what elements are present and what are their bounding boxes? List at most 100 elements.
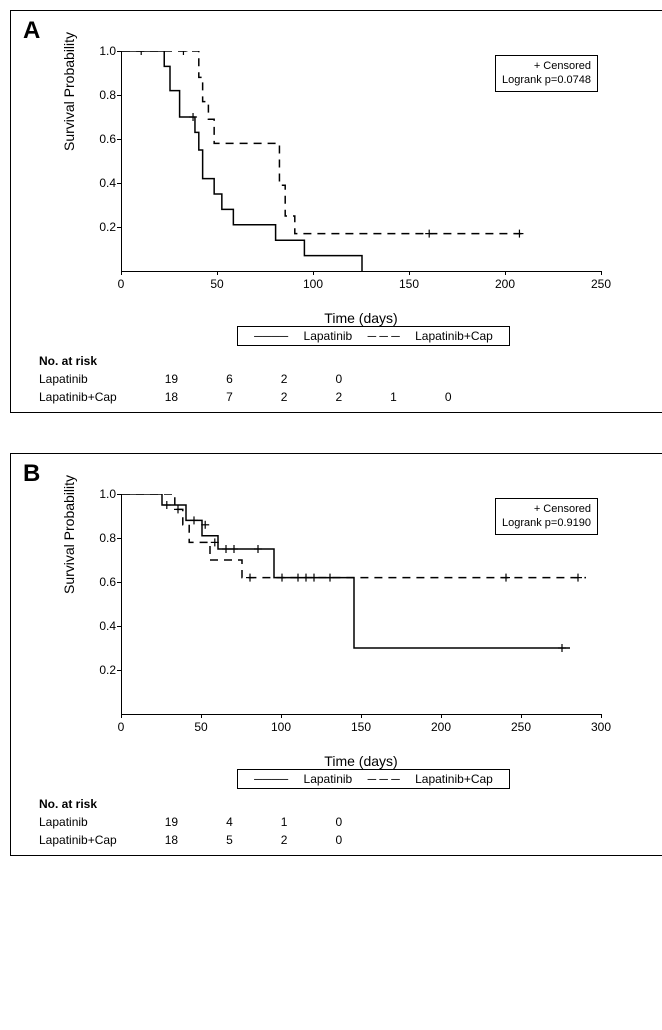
solid-series-label: Lapatinib [304,329,353,343]
plot-box-a: + Censored Logrank p=0.0748 [121,51,602,272]
x-tick-label: 0 [118,277,125,291]
censor-mark-icon [222,545,230,553]
dash-curve [122,51,525,234]
x-axis-label-b: Time (days) [121,753,601,769]
y-tick-label: 0.4 [91,176,116,190]
risk-cell: 18 [125,389,184,405]
x-tick-label: 50 [194,720,207,734]
censor-mark-icon [163,501,171,509]
panel-a: A Survival Probability + Censored Logran… [10,10,662,413]
risk-row-label: Lapatinib [33,814,123,830]
y-axis-label-a: Survival Probability [61,32,77,151]
censor-mark-icon [190,516,198,524]
censor-mark-icon [230,545,238,553]
dash-series-label-b: Lapatinib+Cap [415,772,493,786]
risk-cell [405,371,458,387]
censor-mark-icon [502,574,510,582]
x-tick-label: 250 [591,277,611,291]
x-tick-label: 0 [118,720,125,734]
stats-legend-a: + Censored Logrank p=0.0748 [495,55,598,92]
risk-row-label: Lapatinib [33,371,123,387]
risk-cell: 19 [125,814,184,830]
censor-mark-icon [189,113,197,121]
risk-cell: 2 [295,389,348,405]
risk-table-a: No. at risk Lapatinib19620Lapatinib+Cap1… [31,351,460,407]
risk-header-label: No. at risk [33,353,123,369]
logrank-label-b: Logrank p=0.9190 [502,516,591,530]
censor-mark-icon [425,230,433,238]
censor-mark-icon [246,574,254,582]
censor-mark-icon [278,574,286,582]
risk-cell: 0 [295,814,348,830]
risk-cell: 2 [241,389,294,405]
x-tick-label: 150 [351,720,371,734]
series-legend-b: ──── Lapatinib ─ ─ ─ Lapatinib+Cap [237,769,510,789]
x-tick-label: 200 [431,720,451,734]
x-tick-label: 300 [591,720,611,734]
panel-b-label: B [23,460,40,488]
risk-row: Lapatinib19410 [33,814,348,830]
y-tick-label: 1.0 [91,487,116,501]
censor-mark-icon [326,574,334,582]
solid-line-icon-b: ──── [254,772,288,786]
risk-table-b: No. at risk Lapatinib19410Lapatinib+Cap1… [31,794,350,850]
risk-cell [350,371,403,387]
panel-b: B Survival Probability + Censored Logran… [10,453,662,856]
censor-mark-icon [137,51,145,55]
series-legend-a: ──── Lapatinib ─ ─ ─ Lapatinib+Cap [237,326,510,346]
x-tick-label: 150 [399,277,419,291]
dash-series-label: Lapatinib+Cap [415,329,493,343]
risk-row: Lapatinib+Cap18520 [33,832,348,848]
risk-cell: 19 [125,371,184,387]
risk-cell: 4 [186,814,239,830]
censor-mark-icon [294,574,302,582]
risk-header-row-b: No. at risk [33,796,348,812]
censor-mark-icon [179,51,187,55]
risk-cell: 5 [186,832,239,848]
y-tick-label: 0.6 [91,575,116,589]
risk-cell: 1 [350,389,403,405]
y-tick-label: 0.8 [91,531,116,545]
censor-mark-icon [558,644,566,652]
risk-row-label: Lapatinib+Cap [33,389,123,405]
risk-cell: 6 [186,371,239,387]
dash-line-icon: ─ ─ ─ [368,329,400,343]
x-tick-label: 200 [495,277,515,291]
y-tick-label: 0.6 [91,132,116,146]
x-tick-label: 250 [511,720,531,734]
risk-cell: 7 [186,389,239,405]
chart-b: Survival Probability + Censored Logrank … [71,484,651,764]
censor-mark-icon [310,574,318,582]
y-axis-label-b: Survival Probability [61,475,77,594]
logrank-label: Logrank p=0.0748 [502,73,591,87]
censored-label-b: + Censored [502,502,591,516]
censor-mark-icon [515,230,523,238]
risk-header-label-b: No. at risk [33,796,123,812]
y-tick-label: 0.4 [91,619,116,633]
x-tick-label: 100 [303,277,323,291]
risk-row: Lapatinib+Cap1872210 [33,389,458,405]
y-tick-label: 0.2 [91,663,116,677]
x-tick-label: 50 [210,277,223,291]
risk-row: Lapatinib19620 [33,371,458,387]
solid-curve [122,51,362,271]
x-axis-label-a: Time (days) [121,310,601,326]
risk-cell: 1 [241,814,294,830]
risk-cell: 2 [241,371,294,387]
risk-row-label: Lapatinib+Cap [33,832,123,848]
risk-cell: 18 [125,832,184,848]
censor-mark-icon [174,505,182,513]
censored-label: + Censored [502,59,591,73]
risk-cell: 0 [295,371,348,387]
censor-mark-icon [574,574,582,582]
censor-mark-icon [254,545,262,553]
y-tick-label: 1.0 [91,44,116,58]
censor-mark-icon [302,574,310,582]
solid-series-label-b: Lapatinib [304,772,353,786]
plot-box-b: + Censored Logrank p=0.9190 [121,494,602,715]
dash-line-icon-b: ─ ─ ─ [368,772,400,786]
x-tick-label: 100 [271,720,291,734]
risk-cell: 0 [295,832,348,848]
panel-a-label: A [23,17,40,45]
risk-cell: 2 [241,832,294,848]
